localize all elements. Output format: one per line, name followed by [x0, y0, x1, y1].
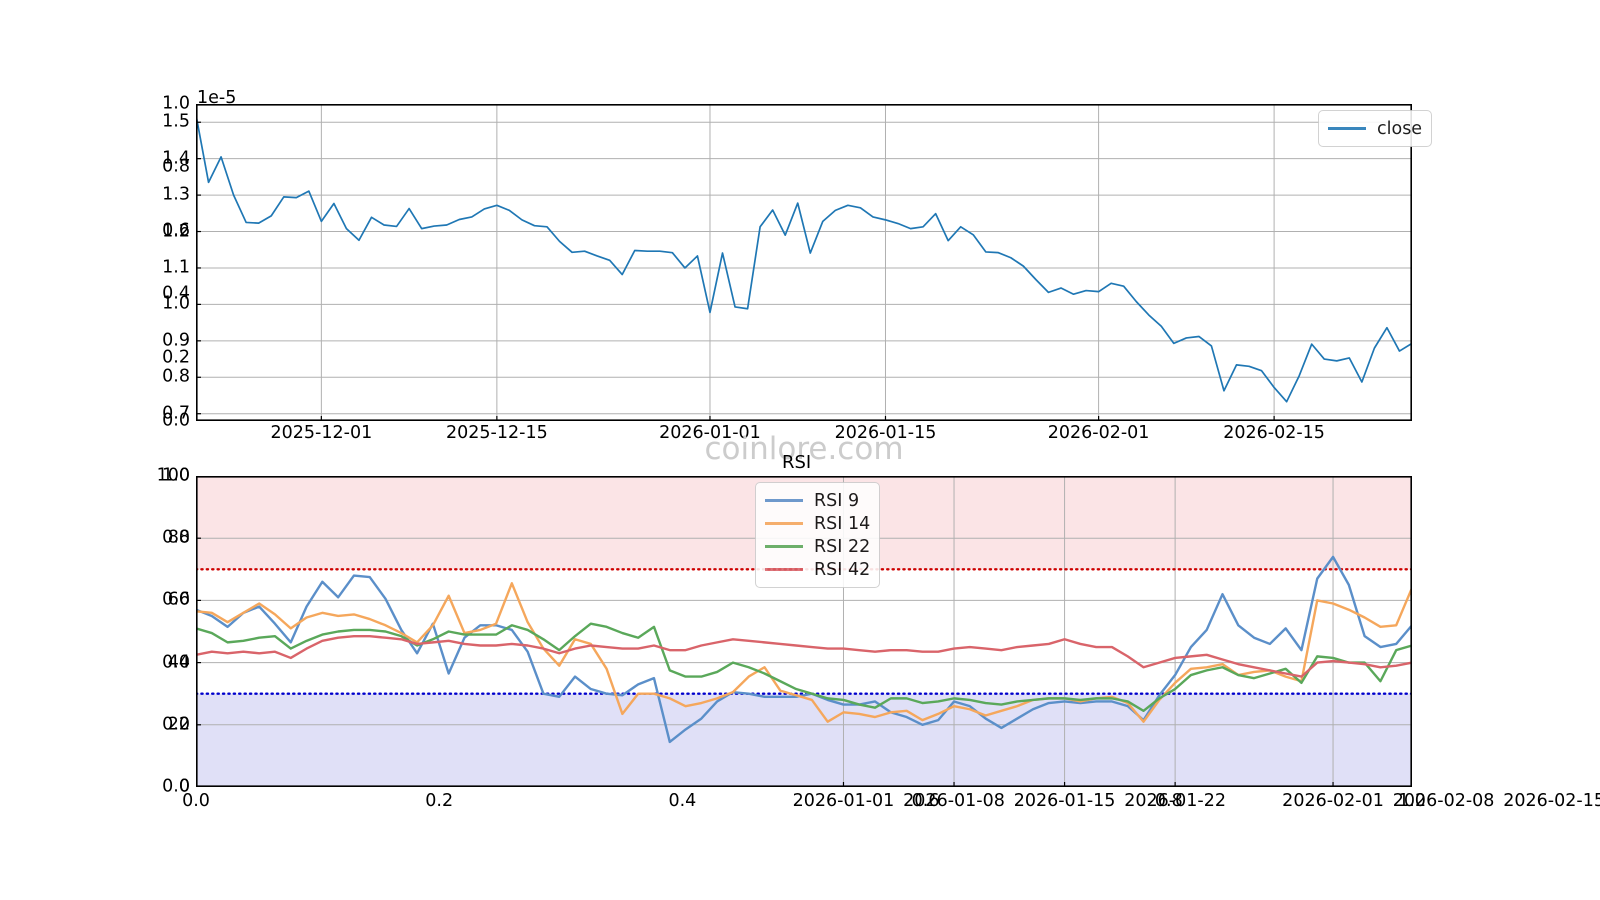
rsi-x-tick-label: 2026-01-15 — [1013, 791, 1116, 811]
price-legend-item[interactable]: close — [1328, 117, 1422, 140]
rsi-y-tick-label-secondary: 0.4 — [162, 651, 190, 672]
rsi-y-tick-label-secondary: 1.0 — [162, 465, 190, 486]
rsi-x-tick-label-secondary: 0.6 — [911, 791, 940, 811]
rsi-y-tick-label-secondary: 0.2 — [162, 714, 190, 735]
price-y-tick-label: 1.5 — [162, 111, 190, 132]
rsi-x-tick-label: 2026-02-08 — [1392, 791, 1495, 811]
price-x-tick-label: 2025-12-01 — [270, 423, 373, 443]
price-chart-legend[interactable]: close — [1318, 110, 1433, 147]
price-y-tick-label: 0.8 — [162, 366, 190, 387]
legend-label: RSI 22 — [814, 536, 871, 557]
rsi-y-tick-label-secondary: 0.6 — [162, 589, 190, 610]
price-y-tick-label-secondary: 0.6 — [162, 220, 190, 241]
rsi-y-tick-label: 40 — [167, 651, 190, 672]
legend-color-swatch-icon — [765, 499, 803, 502]
price-close-line — [196, 114, 1412, 403]
rsi-chart-panel — [196, 476, 1412, 787]
price-axis-offset-text: 1e-5 — [197, 88, 237, 108]
rsi-x-tick-label: 2026-02-01 — [1282, 791, 1384, 811]
price-y-tick-label: 1.3 — [162, 184, 190, 205]
rsi-x-tick-label: 2026-02-15 — [1503, 791, 1600, 811]
price-y-tick-label-secondary: 1.0 — [162, 93, 190, 114]
legend-color-swatch-icon — [765, 545, 803, 548]
price-y-tick-label-secondary: 0.2 — [162, 346, 190, 367]
rsi-y-tick-label: 0 — [178, 776, 190, 797]
rsi-y-tick-label: 60 — [167, 589, 190, 610]
rsi-x-tick-label: 2026-01-01 — [792, 791, 895, 811]
rsi-legend-item[interactable]: RSI 9 — [765, 489, 870, 512]
rsi-chart-legend[interactable]: RSI 9 RSI 14 RSI 22 RSI 42 — [755, 482, 881, 588]
rsi-y-tick-label: 100 — [156, 465, 190, 486]
price-y-tick-label: 1.4 — [162, 147, 190, 168]
price-x-tick-label: 2025-12-15 — [446, 423, 548, 443]
price-y-tick-label-secondary: 0.8 — [162, 156, 190, 177]
price-chart-panel — [196, 104, 1412, 421]
rsi-x-tick-label-secondary: 0.8 — [1154, 791, 1183, 811]
price-x-tick-label: 2026-01-15 — [834, 423, 937, 443]
legend-label: RSI 14 — [814, 513, 871, 534]
rsi-series-line — [196, 634, 1412, 678]
legend-color-swatch-icon — [1328, 127, 1366, 130]
rsi-y-tick-label: 80 — [167, 527, 190, 548]
coinlore-watermark: coinlore.com — [704, 431, 904, 467]
rsi-x-tick-label-secondary: 0.0 — [182, 791, 210, 811]
rsi-series-line — [196, 622, 1412, 713]
price-y-tick-label: 1.0 — [162, 293, 190, 314]
rsi-x-tick-label: 2026-01-22 — [1124, 791, 1226, 811]
price-x-tick-label: 2026-01-01 — [659, 423, 761, 443]
price-y-tick-label: 0.9 — [162, 330, 190, 351]
legend-color-swatch-icon — [765, 522, 803, 525]
rsi-x-tick-label: 2026-01-08 — [903, 791, 1005, 811]
price-x-tick-label: 2026-02-01 — [1047, 423, 1150, 443]
rsi-x-tick-label-secondary: 1.0 — [1398, 791, 1426, 811]
rsi-legend-item[interactable]: RSI 22 — [765, 535, 870, 558]
price-y-tick-label: 1.1 — [162, 257, 190, 278]
price-y-tick-label: 0.7 — [162, 402, 190, 423]
rsi-threshold-band — [196, 693, 1412, 787]
price-y-tick-label: 1.2 — [162, 220, 190, 241]
legend-label: close — [1377, 118, 1423, 139]
rsi-y-tick-label: 20 — [167, 714, 190, 735]
rsi-x-tick-label-secondary: 0.4 — [668, 791, 697, 811]
rsi-series-line — [196, 555, 1412, 744]
rsi-y-tick-label-secondary: 0.8 — [162, 527, 190, 548]
price-y-tick-label-secondary: 0.0 — [162, 410, 190, 431]
legend-label: RSI 9 — [814, 490, 860, 511]
price-x-tick-label: 2026-02-15 — [1223, 423, 1325, 443]
rsi-legend-item[interactable]: RSI 14 — [765, 512, 870, 535]
rsi-legend-item[interactable]: RSI 42 — [765, 558, 870, 581]
rsi-chart-plot — [196, 476, 1412, 787]
price-chart-plot — [196, 104, 1412, 421]
legend-color-swatch-icon — [765, 568, 803, 571]
rsi-y-tick-label-secondary: 0.0 — [162, 776, 190, 797]
rsi-x-tick-label-secondary: 0.2 — [425, 791, 454, 811]
price-y-tick-label-secondary: 0.4 — [162, 283, 190, 304]
legend-label: RSI 42 — [814, 559, 871, 580]
rsi-series-line — [196, 582, 1412, 723]
rsi-chart-title: RSI — [782, 452, 812, 473]
